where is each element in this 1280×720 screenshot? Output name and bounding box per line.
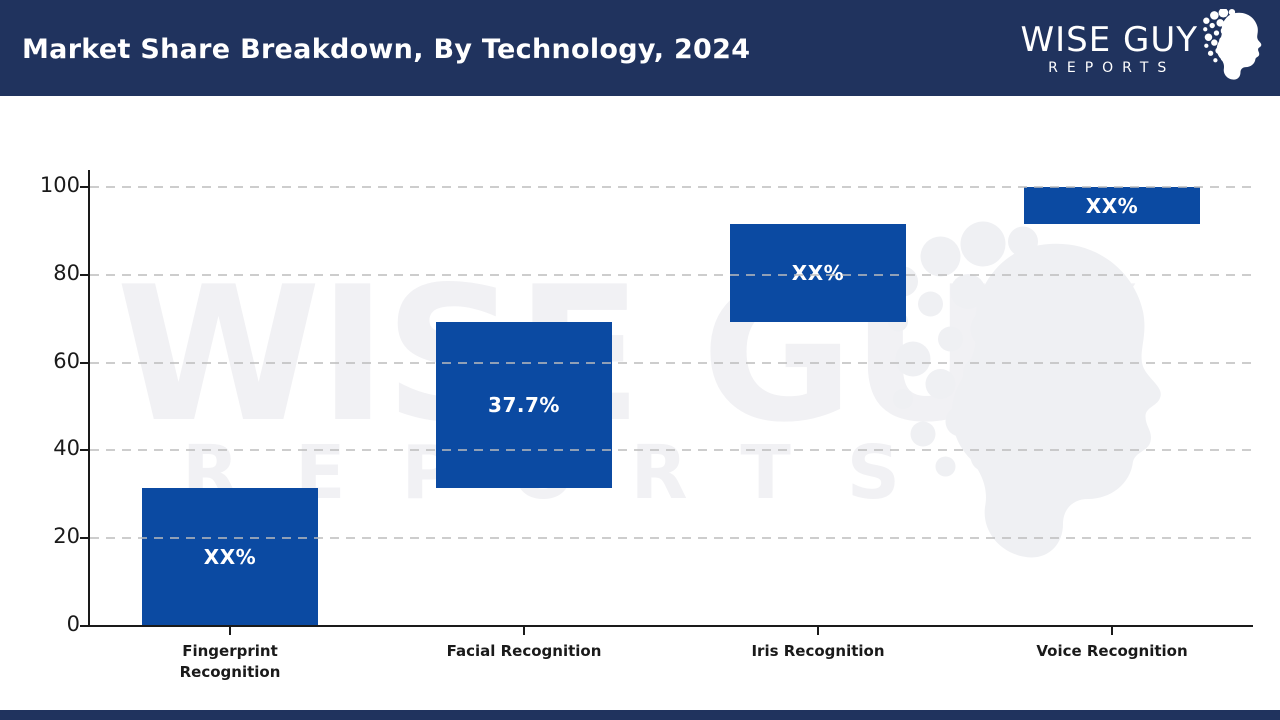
y-tick-label: 60: [53, 348, 80, 373]
y-tick-label: 100: [39, 173, 80, 197]
y-tick-mark: [80, 361, 88, 364]
x-tick-mark: [817, 627, 819, 635]
y-tick-mark: [80, 625, 88, 627]
gridline: [90, 361, 1252, 364]
y-tick-label: 40: [53, 436, 80, 461]
y-tick-mark: [80, 186, 88, 188]
gridline: [90, 186, 1252, 188]
logo-wordmark: WISE GUY: [1020, 19, 1198, 60]
bar-fingerprint-recognition: XX%: [142, 487, 318, 626]
gridline: [90, 449, 1252, 452]
x-category-label: Voice Recognition: [1036, 642, 1188, 660]
bar-iris-recognition: XX%: [730, 224, 906, 323]
page-title: Market Share Breakdown, By Technology, 2…: [22, 34, 751, 65]
x-category-label: Facial Recognition: [446, 642, 602, 660]
bar-facial-recognition: 37.7%: [436, 322, 612, 488]
gridline: [90, 273, 1252, 276]
logo: WISE GUY REPORTS: [1020, 6, 1266, 92]
bar-value-label: 37.7%: [488, 392, 560, 417]
bar-value-label: XX%: [791, 261, 845, 286]
x-tick-mark: [523, 627, 525, 635]
logo-head-icon: [1203, 9, 1262, 80]
bar-value-label: XX%: [1085, 193, 1139, 218]
x-axis: [88, 625, 1253, 627]
gridline: [90, 537, 1252, 540]
y-tick-mark: [80, 449, 88, 452]
x-category-label: Iris Recognition: [751, 642, 885, 660]
y-tick-mark: [80, 537, 88, 540]
x-category-label: Fingerprint Recognition: [179, 642, 281, 681]
x-tick-mark: [229, 627, 231, 635]
footer-bar: [0, 710, 1280, 720]
x-tick-mark: [1111, 627, 1113, 635]
header: Market Share Breakdown, By Technology, 2…: [0, 0, 1280, 96]
y-tick-label: 20: [53, 524, 80, 549]
logo-subtitle: REPORTS: [1048, 60, 1176, 77]
watermark-head-icon: [888, 221, 1161, 558]
logo-text: WISE GUY REPORTS: [1020, 19, 1198, 77]
y-axis: [88, 170, 90, 627]
bar-value-label: XX%: [203, 544, 257, 569]
y-tick-mark: [80, 273, 88, 276]
y-tick-label: 80: [53, 260, 80, 285]
y-tick-label: 0: [66, 612, 80, 636]
bar-voice-recognition: XX%: [1024, 187, 1200, 225]
